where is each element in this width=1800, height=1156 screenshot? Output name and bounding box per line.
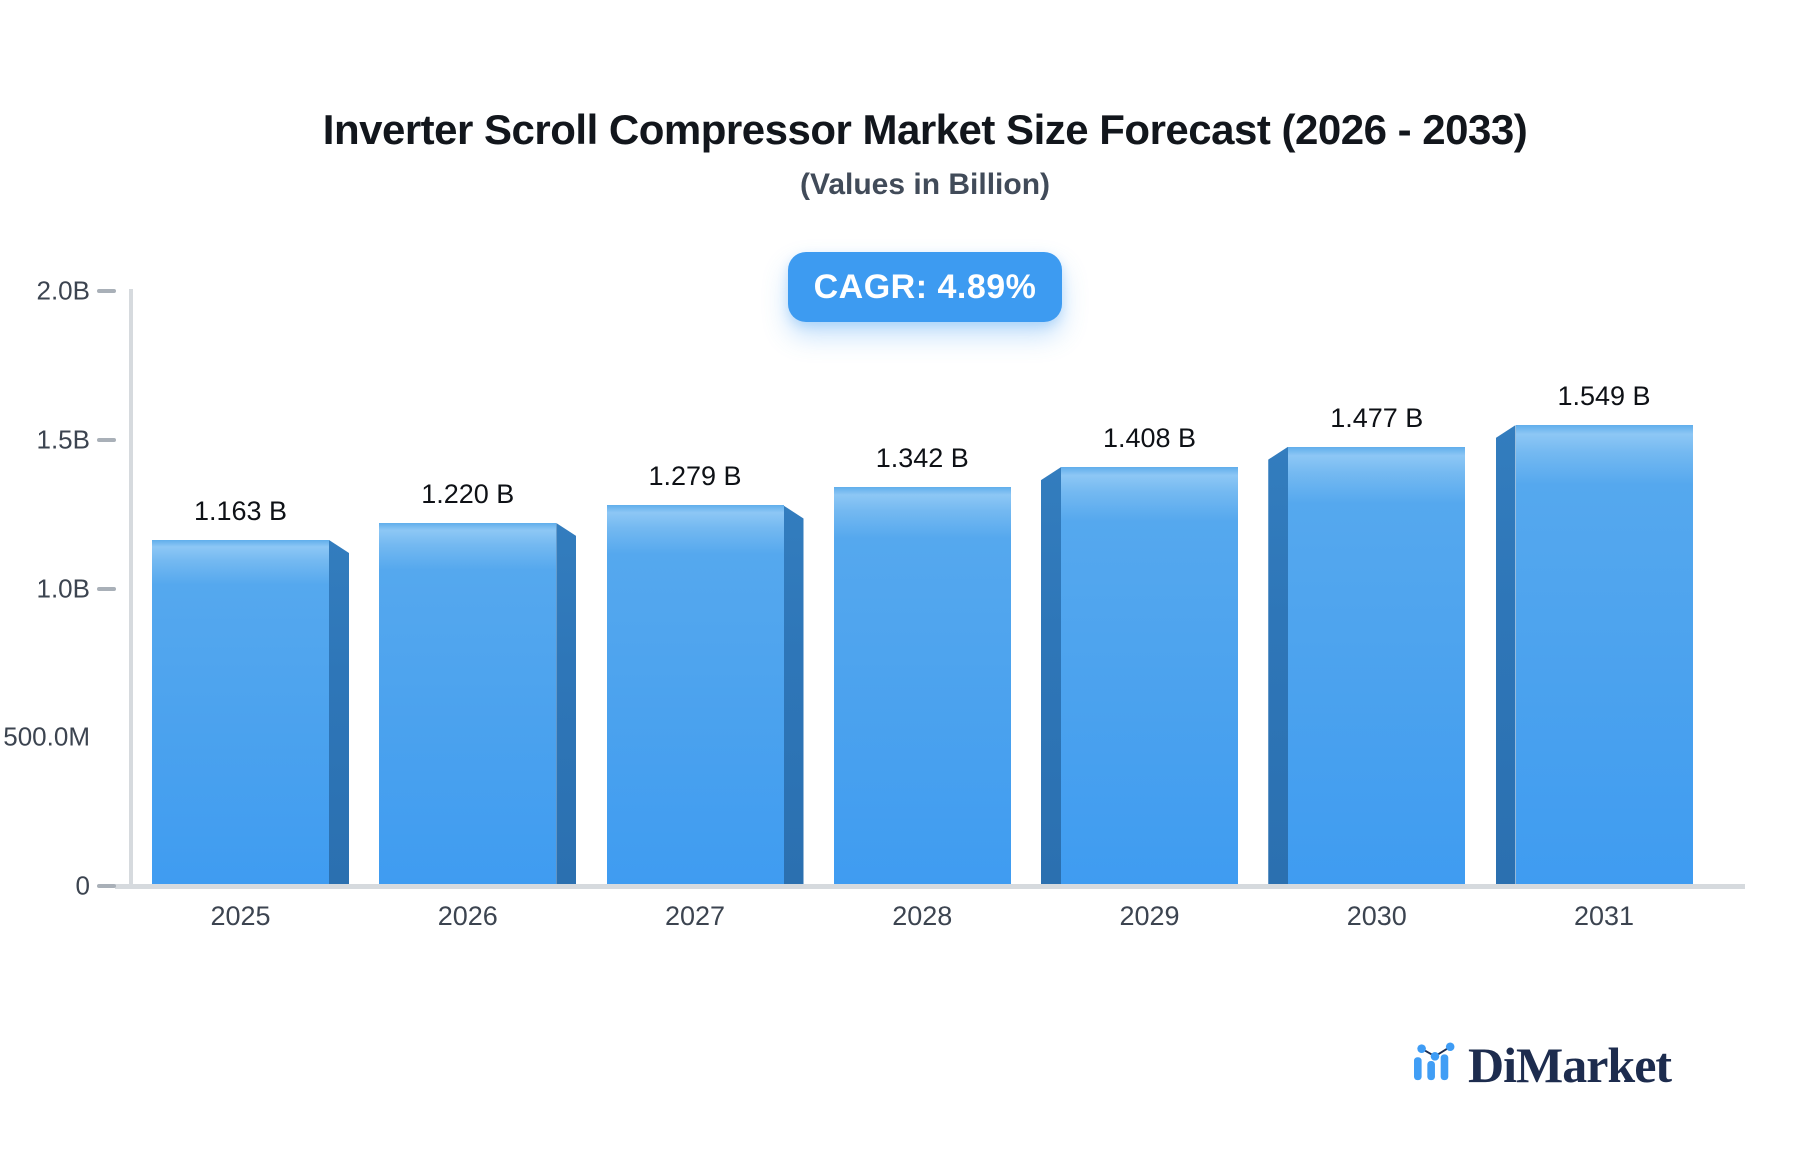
y-axis-tick [97,289,116,293]
y-axis-label: 2.0B [36,275,91,306]
bar-side-face [556,523,577,884]
bar-side-face [1268,446,1289,884]
bar-value-label: 1.477 B [1330,402,1424,433]
bar-side-face [329,540,349,884]
x-axis-label: 2026 [437,901,498,931]
x-axis-label: 2025 [210,901,271,931]
bar-side-face [1041,467,1061,884]
bar-front-face [379,523,557,884]
y-axis-line [129,289,133,884]
x-axis-label: 2030 [1346,901,1407,931]
brand-name: DiMarket [1468,1037,1672,1093]
y-axis-tick [97,586,116,591]
x-axis-label: 2031 [1573,901,1635,931]
x-axis-label: 2027 [664,901,726,931]
bar-side-face [783,505,804,884]
bar-value-label: 1.342 B [875,442,969,473]
page-title: Inverter Scroll Compressor Market Size F… [322,106,1528,153]
bar-chart-icon [1414,1042,1455,1081]
page-subtitle: (Values in Billion) [799,168,1051,201]
cagr-badge-label: CAGR: 4.89% [813,267,1037,306]
bar-side-face [1495,425,1516,884]
y-axis-tick [97,884,116,888]
bar-front-face [1515,425,1693,884]
bar-front-face [833,486,1011,884]
y-axis-label: 500.0M [3,721,90,752]
x-axis-line [115,884,1745,889]
cagr-badge: CAGR: 4.89% [788,252,1062,322]
y-axis-tick [97,437,116,442]
bar-front-face [1061,467,1238,884]
y-axis-label: 0 [75,870,90,901]
y-axis-label: 1.5B [36,424,91,455]
brand-logo: DiMarket [1412,1037,1672,1093]
y-axis-label: 1.0B [36,573,91,603]
bar-value-label: 1.279 B [648,461,742,492]
bar-value-label: 1.408 B [1102,423,1197,454]
bar-front-face [152,540,329,884]
bar-value-label: 1.220 B [421,479,515,510]
bar-value-label: 1.163 B [193,496,288,526]
bar-value-label: 1.549 B [1557,381,1651,412]
bar-front-face [1288,446,1466,884]
bar-front-face [606,505,784,884]
x-axis-label: 2029 [1119,901,1180,931]
x-axis-label: 2028 [892,901,953,931]
